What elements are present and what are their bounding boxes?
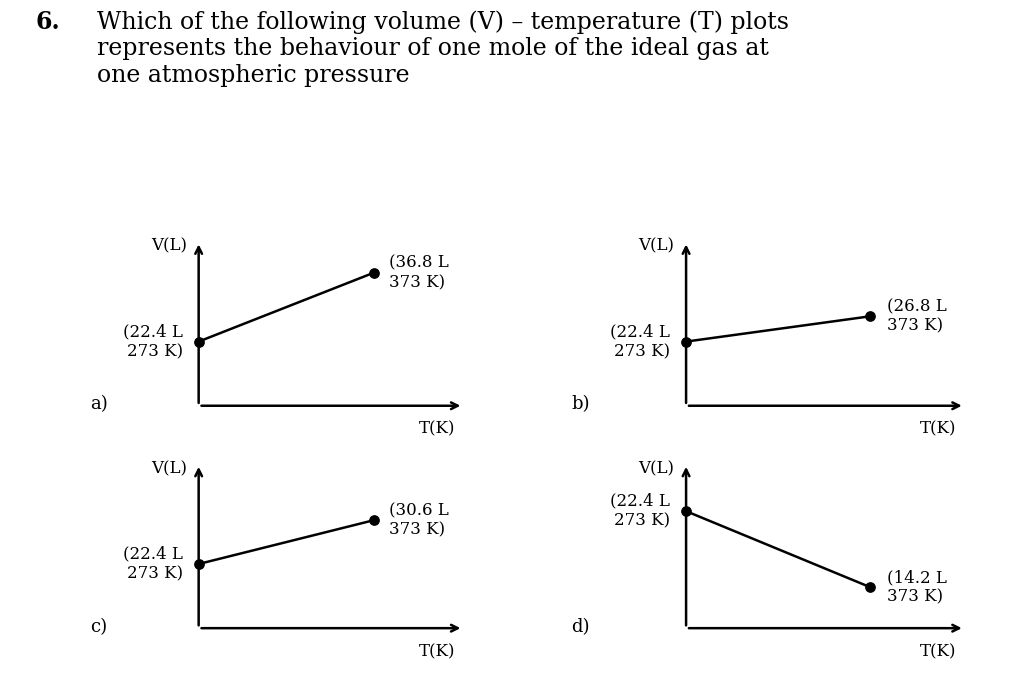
Text: (30.6 L
373 K): (30.6 L 373 K) bbox=[389, 502, 450, 539]
Point bbox=[190, 559, 207, 570]
Text: b): b) bbox=[571, 395, 590, 413]
Text: c): c) bbox=[90, 617, 106, 636]
Text: 6.: 6. bbox=[36, 10, 60, 34]
Text: (14.2 L
373 K): (14.2 L 373 K) bbox=[887, 569, 946, 605]
Point bbox=[862, 311, 879, 321]
Point bbox=[366, 268, 382, 278]
Text: T(K): T(K) bbox=[920, 421, 956, 438]
Point bbox=[366, 515, 382, 526]
Text: Which of the following volume (V) – temperature (T) plots
represents the behavio: Which of the following volume (V) – temp… bbox=[97, 10, 790, 87]
Point bbox=[678, 336, 694, 347]
Point bbox=[190, 336, 207, 347]
Text: T(K): T(K) bbox=[419, 643, 456, 661]
Text: (22.4 L
273 K): (22.4 L 273 K) bbox=[123, 546, 183, 582]
Text: (26.8 L
373 K): (26.8 L 373 K) bbox=[887, 298, 946, 334]
Text: a): a) bbox=[90, 395, 108, 413]
Text: (22.4 L
273 K): (22.4 L 273 K) bbox=[123, 324, 183, 360]
Point bbox=[862, 582, 879, 592]
Text: d): d) bbox=[571, 617, 590, 636]
Text: V(L): V(L) bbox=[151, 238, 187, 255]
Text: (22.4 L
273 K): (22.4 L 273 K) bbox=[610, 324, 670, 360]
Text: (22.4 L
273 K): (22.4 L 273 K) bbox=[610, 493, 670, 530]
Text: V(L): V(L) bbox=[638, 238, 674, 255]
Text: (36.8 L
373 K): (36.8 L 373 K) bbox=[389, 254, 450, 291]
Text: V(L): V(L) bbox=[638, 460, 674, 477]
Text: T(K): T(K) bbox=[419, 421, 456, 438]
Text: V(L): V(L) bbox=[151, 460, 187, 477]
Text: T(K): T(K) bbox=[920, 643, 956, 661]
Point bbox=[678, 506, 694, 516]
